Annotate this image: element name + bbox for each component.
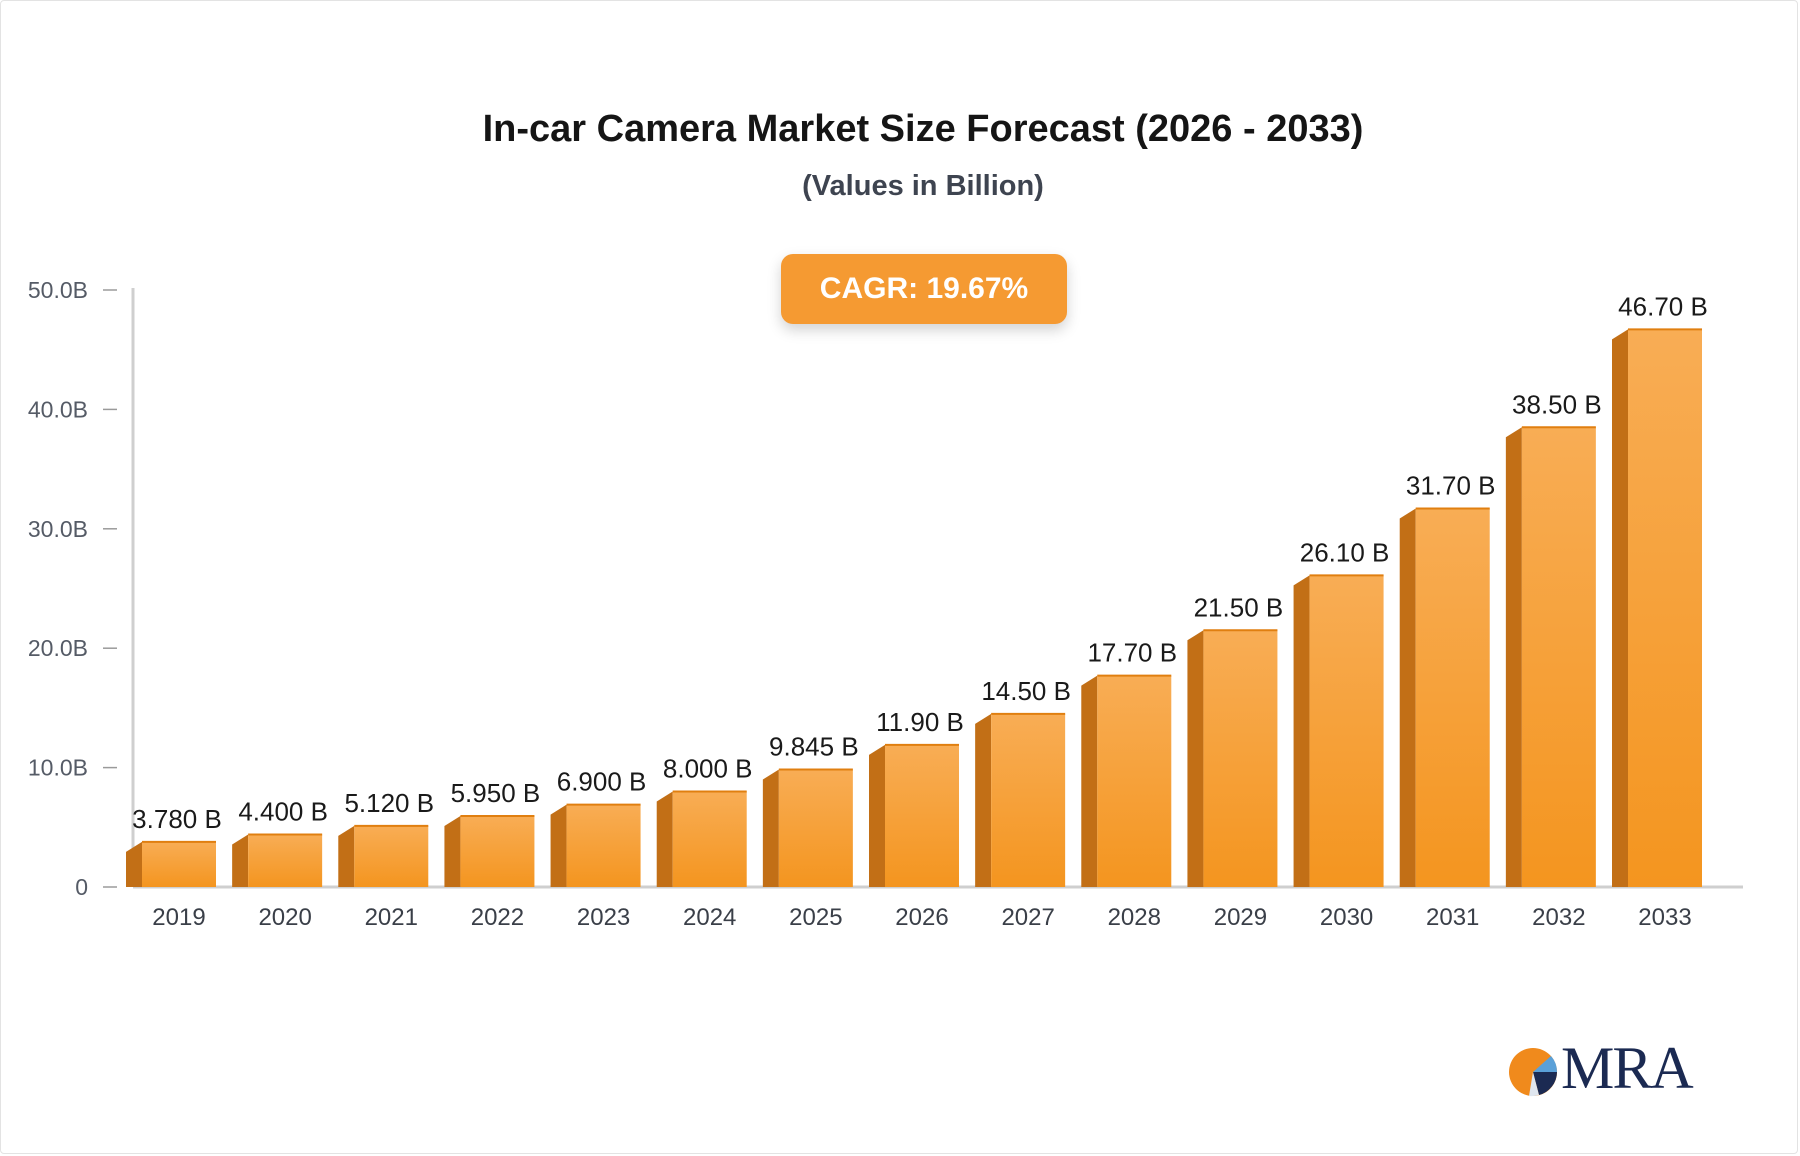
bar-2021: [338, 824, 429, 887]
y-tick-label: 20.0B: [28, 635, 88, 661]
data-label-2025: 9.845 B: [769, 731, 859, 761]
bar-side-face: [1399, 508, 1416, 887]
bar-front-face: [1415, 508, 1490, 887]
x-tick-label-2020: 2020: [258, 904, 311, 931]
mra-logo: MRA: [1505, 1035, 1705, 1101]
chart-subtitle: (Values in Billion): [802, 170, 1044, 202]
chart-title: In-car Camera Market Size Forecast (2026…: [482, 108, 1364, 150]
bar-front-face: [248, 834, 323, 887]
data-label-2029: 21.50 B: [1194, 592, 1284, 622]
data-label-2023: 6.900 B: [557, 767, 647, 797]
bar-front-face: [142, 841, 216, 887]
x-tick-label-2026: 2026: [895, 904, 948, 931]
data-label-2028: 17.70 B: [1087, 638, 1177, 668]
bar-2029: [1187, 629, 1278, 887]
bars: [126, 328, 1702, 888]
bar-2020: [232, 833, 323, 887]
x-tick-label-2023: 2023: [577, 904, 630, 931]
bar-side-face: [869, 744, 885, 887]
y-tick-label: 40.0B: [28, 396, 88, 422]
logo-pie-icon: [1509, 1048, 1558, 1097]
bar-2033: [1612, 328, 1702, 888]
x-tick-label-2024: 2024: [683, 904, 736, 931]
x-tick-label-2030: 2030: [1320, 904, 1373, 931]
bar-side-face: [1187, 630, 1204, 887]
y-tick-label: 30.0B: [28, 516, 88, 542]
data-label-2021: 5.120 B: [344, 788, 434, 818]
bar-2019: [126, 840, 216, 887]
bar-front-face: [1628, 329, 1702, 888]
bar-2025: [762, 768, 853, 887]
data-label-2030: 26.10 B: [1300, 537, 1390, 567]
bar-front-face: [354, 825, 429, 887]
bar-front-face: [1097, 675, 1172, 887]
data-label-2032: 38.50 B: [1512, 389, 1602, 419]
x-tick-label-2031: 2031: [1426, 904, 1479, 931]
data-label-2031: 31.70 B: [1406, 471, 1496, 501]
data-label-2020: 4.400 B: [238, 796, 328, 826]
bar-2023: [550, 803, 641, 887]
bar-front-face: [991, 713, 1066, 887]
x-tick-label-2033: 2033: [1638, 904, 1691, 931]
bar-2031: [1399, 507, 1490, 887]
bar-front-face: [1203, 630, 1278, 887]
bar-2030: [1293, 574, 1384, 887]
logo-text: MRA: [1561, 1035, 1694, 1101]
bar-2032: [1505, 426, 1596, 887]
x-tick-label-2029: 2029: [1214, 904, 1267, 931]
x-tick-label-2032: 2032: [1532, 904, 1585, 931]
x-tick-label-2022: 2022: [471, 904, 524, 931]
data-labels: 3.780 B 2019 4.400 B 2020 5.120 B 2021 5.950 B…: [132, 291, 1708, 931]
bar-2027: [975, 712, 1066, 887]
bar-side-face: [1505, 427, 1522, 887]
bar-front-face: [885, 744, 959, 887]
bar-2028: [1081, 674, 1172, 887]
bar-side-face: [1612, 329, 1628, 888]
y-tick-label: 10.0B: [28, 755, 88, 781]
bar-side-face: [338, 825, 355, 887]
bar-side-face: [444, 815, 461, 887]
bar-front-face: [1521, 427, 1596, 887]
data-label-2033: 46.70 B: [1618, 291, 1708, 321]
bar-2026: [869, 743, 959, 887]
bar-side-face: [1081, 675, 1098, 887]
data-label-2026: 11.90 B: [876, 707, 964, 737]
y-tick-label: 0: [75, 874, 88, 900]
x-tick-label-2019: 2019: [152, 904, 205, 931]
bar-front-face: [1309, 575, 1384, 887]
x-tick-label-2027: 2027: [1001, 904, 1054, 931]
bar-2022: [444, 814, 535, 887]
cagr-badge: CAGR: 19.67%: [781, 254, 1067, 324]
bar-side-face: [126, 841, 142, 887]
bar-side-face: [550, 804, 567, 887]
bar-front-face: [672, 791, 747, 887]
data-label-2027: 14.50 B: [981, 676, 1071, 706]
x-tick-label-2021: 2021: [365, 904, 418, 931]
data-label-2019: 3.780 B: [132, 804, 222, 834]
x-tick-label-2028: 2028: [1108, 904, 1161, 931]
bar-front-face: [566, 804, 641, 887]
bar-2024: [656, 790, 747, 887]
y-tick-label: 50.0B: [28, 277, 88, 303]
bar-side-face: [762, 769, 779, 887]
bar-side-face: [975, 713, 992, 887]
data-label-2022: 5.950 B: [451, 778, 541, 808]
bar-side-face: [656, 791, 673, 887]
bar-side-face: [232, 834, 249, 887]
x-tick-label-2025: 2025: [789, 904, 842, 931]
bar-front-face: [778, 769, 853, 887]
bar-side-face: [1293, 575, 1310, 887]
bar-front-face: [460, 815, 535, 887]
data-label-2024: 8.000 B: [663, 753, 753, 783]
